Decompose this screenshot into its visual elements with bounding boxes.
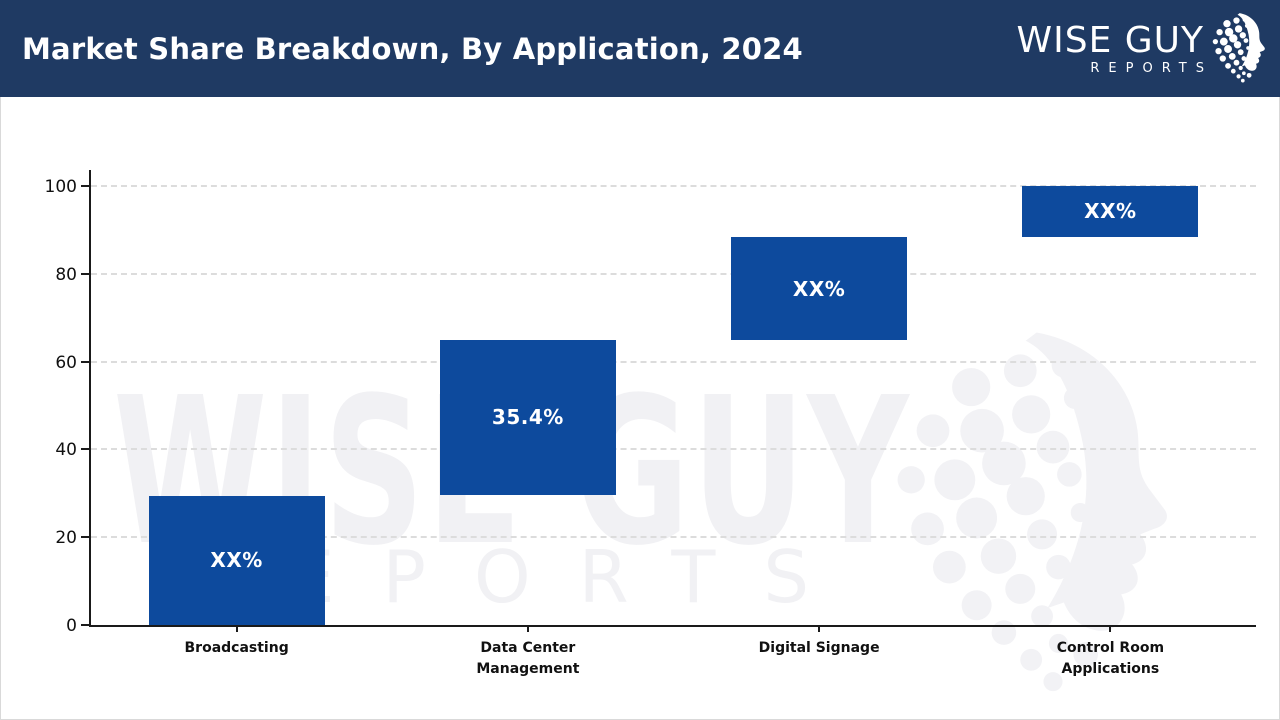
x-tick-mark (235, 625, 238, 632)
y-tick-label: 80 (55, 264, 77, 285)
x-category-label: Data Center Management (476, 640, 580, 677)
y-tick-mark (81, 536, 89, 539)
wiseguy-head-icon (1208, 10, 1266, 88)
x-tick-mark (1109, 625, 1112, 632)
x-tick-mark (818, 625, 821, 632)
y-tick-mark (81, 185, 89, 187)
bar-segment: 35.4% (439, 339, 616, 496)
x-category-label: Digital Signage (758, 640, 880, 656)
plot-area: 0 20 40 60 80 100 XX% Broadcasting 35.4% Data Cen… (45, 170, 1256, 677)
y-tick-label: 20 (55, 528, 77, 549)
x-category-label: Control Room Applications (1056, 640, 1165, 677)
bar-value-label: XX% (1084, 199, 1137, 224)
bar-segment: XX% (148, 495, 325, 625)
brand-logo-text: WISE GUY REPORTS (1016, 19, 1205, 75)
brand-name: WISE GUY (1016, 19, 1204, 61)
x-tick-mark (526, 625, 529, 632)
y-tick-label: 100 (44, 177, 77, 197)
bar-value-label: 35.4% (491, 405, 564, 430)
bar-segment: XX% (1022, 186, 1199, 237)
y-tick-label: 60 (55, 352, 77, 373)
y-tick-mark (81, 624, 89, 626)
bar-segment: XX% (731, 236, 908, 341)
gridline (91, 536, 1256, 539)
bar-value-label: XX% (210, 548, 263, 573)
brand-subname: REPORTS (1090, 60, 1213, 76)
y-tick-mark (81, 272, 89, 275)
gridline (91, 448, 1256, 451)
chart-canvas: WISE GUY REPORTS 0 20 40 60 80 100 XX% Broadcas… (0, 97, 1280, 720)
bar-value-label: XX% (792, 276, 846, 301)
gridline (91, 360, 1256, 363)
header: Market Share Breakdown, By Application, … (0, 0, 1280, 97)
gridline (91, 272, 1256, 275)
x-category-label: Broadcasting (184, 640, 289, 656)
y-tick-mark (81, 448, 89, 451)
y-tick-label: 0 (66, 616, 77, 636)
gridline (91, 185, 1256, 187)
brand-logo: WISE GUY REPORTS (1017, 0, 1267, 97)
page-title: Market Share Breakdown, By Application, … (22, 31, 803, 66)
y-tick-mark (81, 360, 89, 363)
y-tick-label: 40 (55, 440, 77, 461)
